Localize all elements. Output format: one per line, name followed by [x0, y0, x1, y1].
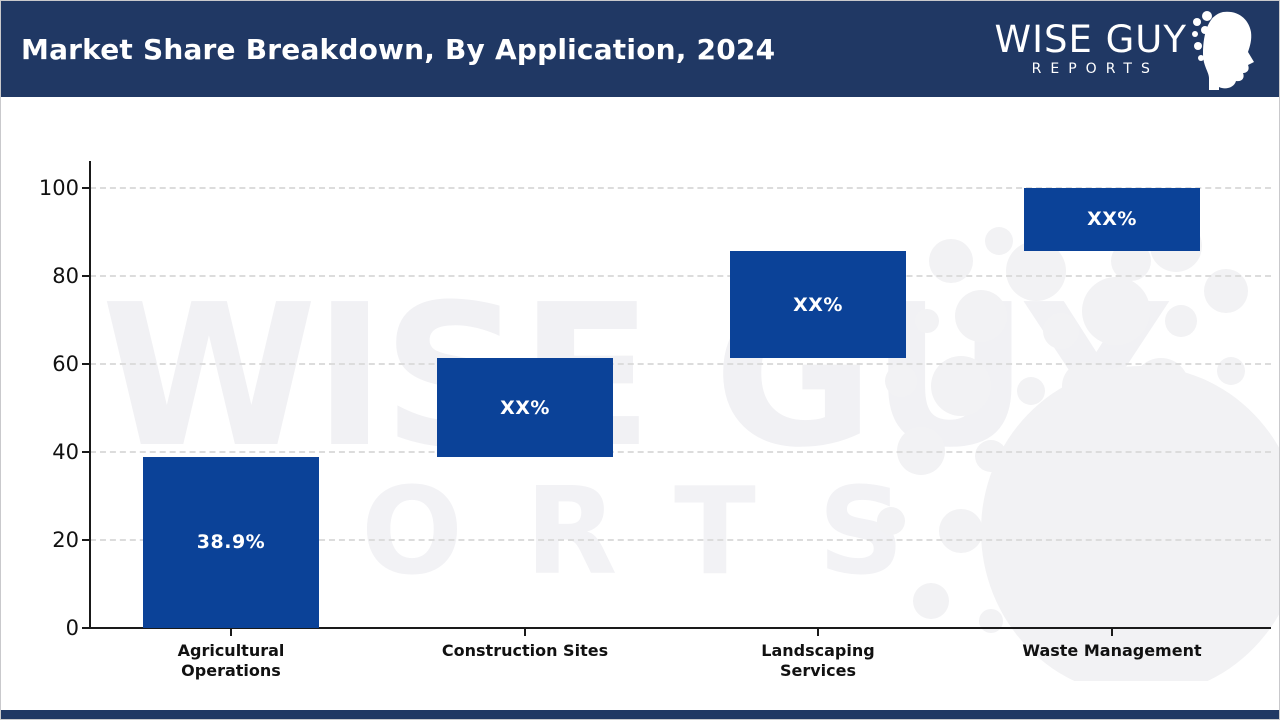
gridline	[90, 275, 1271, 277]
y-tick	[82, 363, 89, 365]
x-tick	[1111, 629, 1113, 636]
y-tick-label: 80	[52, 264, 79, 288]
x-tick	[817, 629, 819, 636]
y-tick-label: 40	[52, 440, 79, 464]
bar: XX%	[1024, 188, 1200, 251]
y-tick	[82, 187, 89, 189]
y-tick-label: 60	[52, 352, 79, 376]
bar: XX%	[437, 358, 613, 457]
y-tick	[82, 539, 89, 541]
bar-value-label: XX%	[500, 396, 550, 419]
gridline	[90, 539, 1271, 541]
x-axis-label: Construction Sites	[441, 641, 609, 660]
logo-subtitle: REPORTS	[1031, 61, 1159, 78]
brand-logo: WISE GUY REPORTS	[995, 8, 1255, 90]
gridline	[90, 187, 1271, 189]
y-tick-label: 0	[65, 616, 79, 640]
gridline	[90, 363, 1271, 365]
y-tick	[82, 275, 89, 277]
x-axis	[89, 627, 1271, 629]
x-tick	[230, 629, 232, 636]
bar-value-label: 38.9%	[196, 531, 266, 554]
bar: 38.9%	[143, 456, 319, 628]
y-axis	[89, 161, 91, 628]
x-axis-label: Waste Management	[1022, 641, 1202, 660]
y-tick-label: 100	[38, 176, 79, 200]
x-axis-label: Landscaping Services	[761, 641, 875, 680]
y-tick	[82, 451, 89, 453]
x-tick	[524, 629, 526, 636]
logo-head-icon	[1192, 11, 1254, 90]
footer-bar	[1, 710, 1279, 719]
y-tick	[82, 627, 89, 629]
page-title: Market Share Breakdown, By Application, …	[21, 32, 776, 66]
bar-value-label: XX%	[793, 293, 843, 316]
y-tick-label: 20	[52, 528, 79, 552]
logo-wordmark: WISE GUY	[994, 17, 1187, 61]
gridline	[90, 451, 1271, 453]
bar: XX%	[730, 250, 906, 359]
bar-value-label: XX%	[1087, 208, 1137, 231]
header: Market Share Breakdown, By Application, …	[1, 1, 1279, 97]
watermark-text-reports: PORTS	[211, 463, 967, 602]
x-axis-label: Agricultural Operations	[177, 641, 285, 680]
